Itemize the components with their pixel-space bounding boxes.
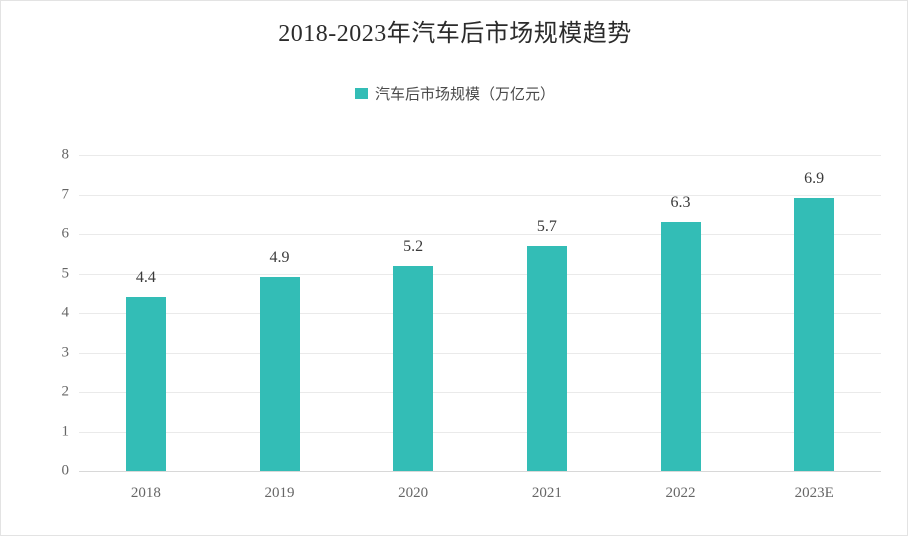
x-axis-line bbox=[79, 471, 881, 472]
legend-swatch-icon bbox=[354, 88, 368, 99]
gridline bbox=[79, 352, 881, 354]
gridline bbox=[79, 234, 881, 235]
plot-area bbox=[79, 155, 881, 472]
x-axis-tick-label: 2020 bbox=[398, 485, 429, 501]
x-axis-tick-label: 2018 bbox=[130, 485, 161, 501]
legend-item-market-size[interactable]: 汽车后市场规模（万亿元） bbox=[354, 83, 555, 104]
y-axis-tick-label: 4 bbox=[61, 304, 70, 321]
x-axis-tick-label: 2021 bbox=[531, 485, 562, 501]
bar[interactable] bbox=[259, 277, 300, 471]
x-axis-tick-label: 2022 bbox=[665, 485, 696, 501]
bar-value-label: 5.2 bbox=[403, 237, 424, 255]
bar-value-label: 4.4 bbox=[135, 269, 156, 287]
gridline bbox=[79, 392, 881, 393]
y-axis-tick-label: 6 bbox=[61, 225, 70, 242]
bar[interactable] bbox=[660, 222, 701, 471]
gridline bbox=[79, 273, 881, 275]
gridline bbox=[79, 194, 881, 196]
chart-legend: 汽车后市场规模（万亿元） bbox=[1, 83, 907, 104]
y-axis-tick-label: 0 bbox=[61, 462, 70, 479]
bar-value-label: 6.9 bbox=[804, 170, 825, 188]
gridline bbox=[79, 155, 881, 156]
y-axis-tick-label: 8 bbox=[61, 146, 70, 163]
x-axis-tick-label: 2019 bbox=[264, 485, 295, 501]
legend-item-label: 汽车后市场规模（万亿元） bbox=[374, 87, 555, 103]
bar[interactable] bbox=[125, 297, 166, 471]
gridline bbox=[79, 313, 881, 314]
bar-value-label: 6.3 bbox=[670, 194, 691, 212]
y-axis-tick-label: 7 bbox=[61, 186, 70, 202]
y-axis-tick-label: 2 bbox=[61, 383, 70, 400]
x-axis-tick-label: 2023E bbox=[794, 485, 834, 501]
chart-title: 2018-2023年汽车后市场规模趋势 bbox=[278, 21, 632, 47]
bar[interactable] bbox=[393, 265, 434, 471]
bar[interactable] bbox=[526, 245, 567, 471]
y-axis: 8 7 6 5 4 3 2 1 0 bbox=[35, 147, 70, 479]
gridline bbox=[79, 431, 881, 433]
bar[interactable] bbox=[794, 198, 835, 471]
y-axis-tick-label: 5 bbox=[61, 265, 70, 281]
bar-value-label: 4.9 bbox=[269, 249, 290, 267]
bar-value-label: 5.7 bbox=[536, 217, 557, 235]
y-axis-tick-label: 1 bbox=[61, 423, 70, 439]
y-axis-tick-label: 3 bbox=[61, 344, 70, 360]
